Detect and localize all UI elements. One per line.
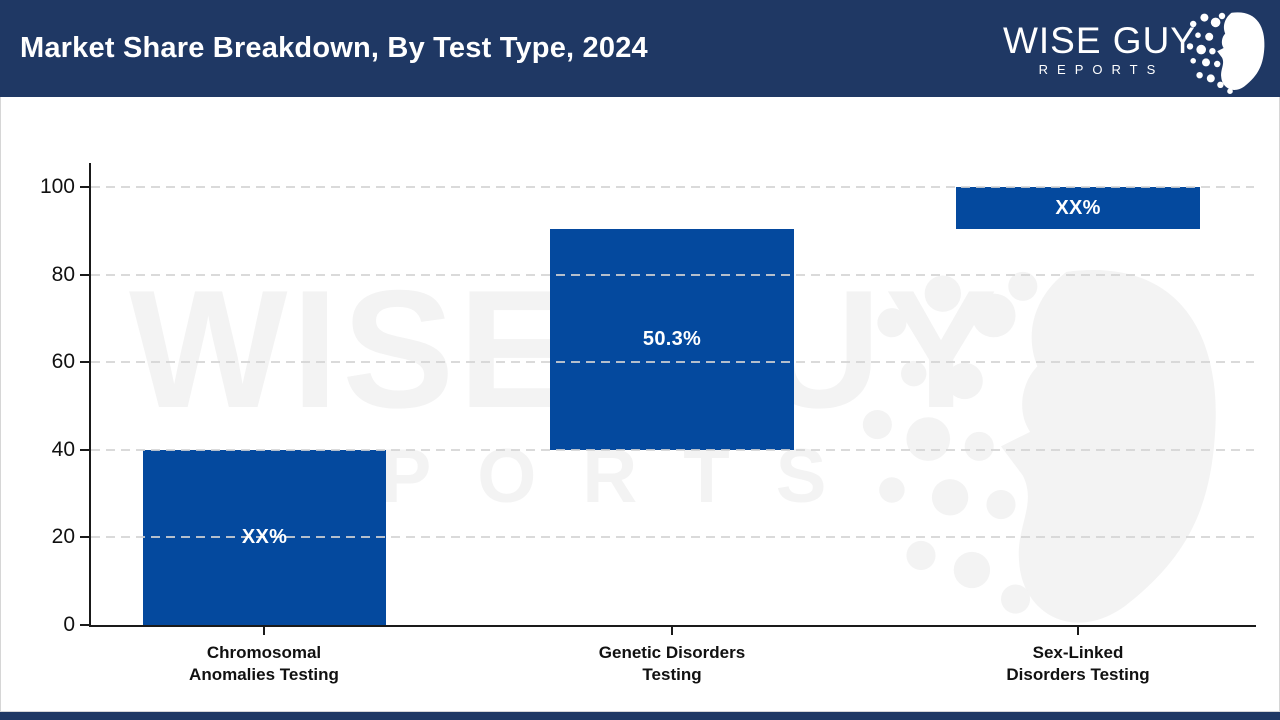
y-tick-label: 100 (39, 175, 75, 198)
brand-face-icon (1186, 12, 1265, 94)
brand-subname: REPORTS (1038, 62, 1165, 77)
x-tick-mark (263, 627, 265, 635)
brand-logo-text: WISE GUY REPORTS (1002, 20, 1196, 78)
x-category-label: Genetic Disorders Testing (532, 642, 812, 686)
gridline-40 (91, 448, 1254, 451)
bar-value-label: 50.3% (642, 328, 702, 351)
x-category-line: Testing (642, 665, 702, 684)
y-tick-mark (80, 361, 89, 364)
brand-logo: WISE GUY REPORTS (1003, 6, 1266, 94)
plot-area: WISE GUY REPORTS XX% 50.3% XX% (0, 97, 1280, 712)
x-category-line: Genetic Disorders (598, 643, 746, 662)
x-category-label: Sex-Linked Disorders Testing (938, 642, 1218, 686)
x-category-line: Anomalies Testing (189, 665, 339, 684)
x-category-line: Disorders Testing (1006, 665, 1150, 684)
y-tick-label: 20 (51, 525, 75, 549)
x-tick-mark (1077, 627, 1079, 635)
y-axis-line (89, 163, 91, 627)
x-category-label: Chromosomal Anomalies Testing (124, 642, 404, 686)
y-tick-label: 60 (51, 350, 75, 374)
bar-sex-linked-disorders-testing (956, 187, 1200, 230)
gridline-20 (91, 536, 1254, 539)
chart-title: Market Share Breakdown, By Test Type, 20… (20, 32, 648, 64)
header-band: Market Share Breakdown, By Test Type, 20… (0, 0, 1280, 97)
y-tick-label: 80 (51, 262, 75, 286)
x-category-line: Sex-Linked (1032, 643, 1124, 662)
y-tick-mark (80, 536, 89, 539)
bar-genetic-disorders-testing (550, 229, 794, 450)
bar-value-label: XX% (241, 525, 288, 548)
gridline-100 (91, 186, 1254, 188)
watermark-face-icon (862, 269, 1216, 623)
footer-band (0, 712, 1280, 720)
y-tick-mark (80, 186, 89, 188)
y-tick-label: 0 (63, 613, 75, 636)
x-tick-mark (671, 627, 673, 635)
gridline-60 (91, 361, 1254, 364)
x-category-line: Chromosomal (206, 643, 322, 662)
y-tick-mark (80, 448, 89, 451)
y-tick-mark (80, 624, 89, 626)
gridline-80 (91, 273, 1254, 276)
bar-value-label: XX% (1055, 196, 1101, 219)
brand-name: WISE GUY (1002, 20, 1196, 61)
x-axis-line (89, 625, 1256, 627)
y-tick-mark (80, 273, 89, 276)
y-tick-label: 40 (51, 437, 75, 461)
